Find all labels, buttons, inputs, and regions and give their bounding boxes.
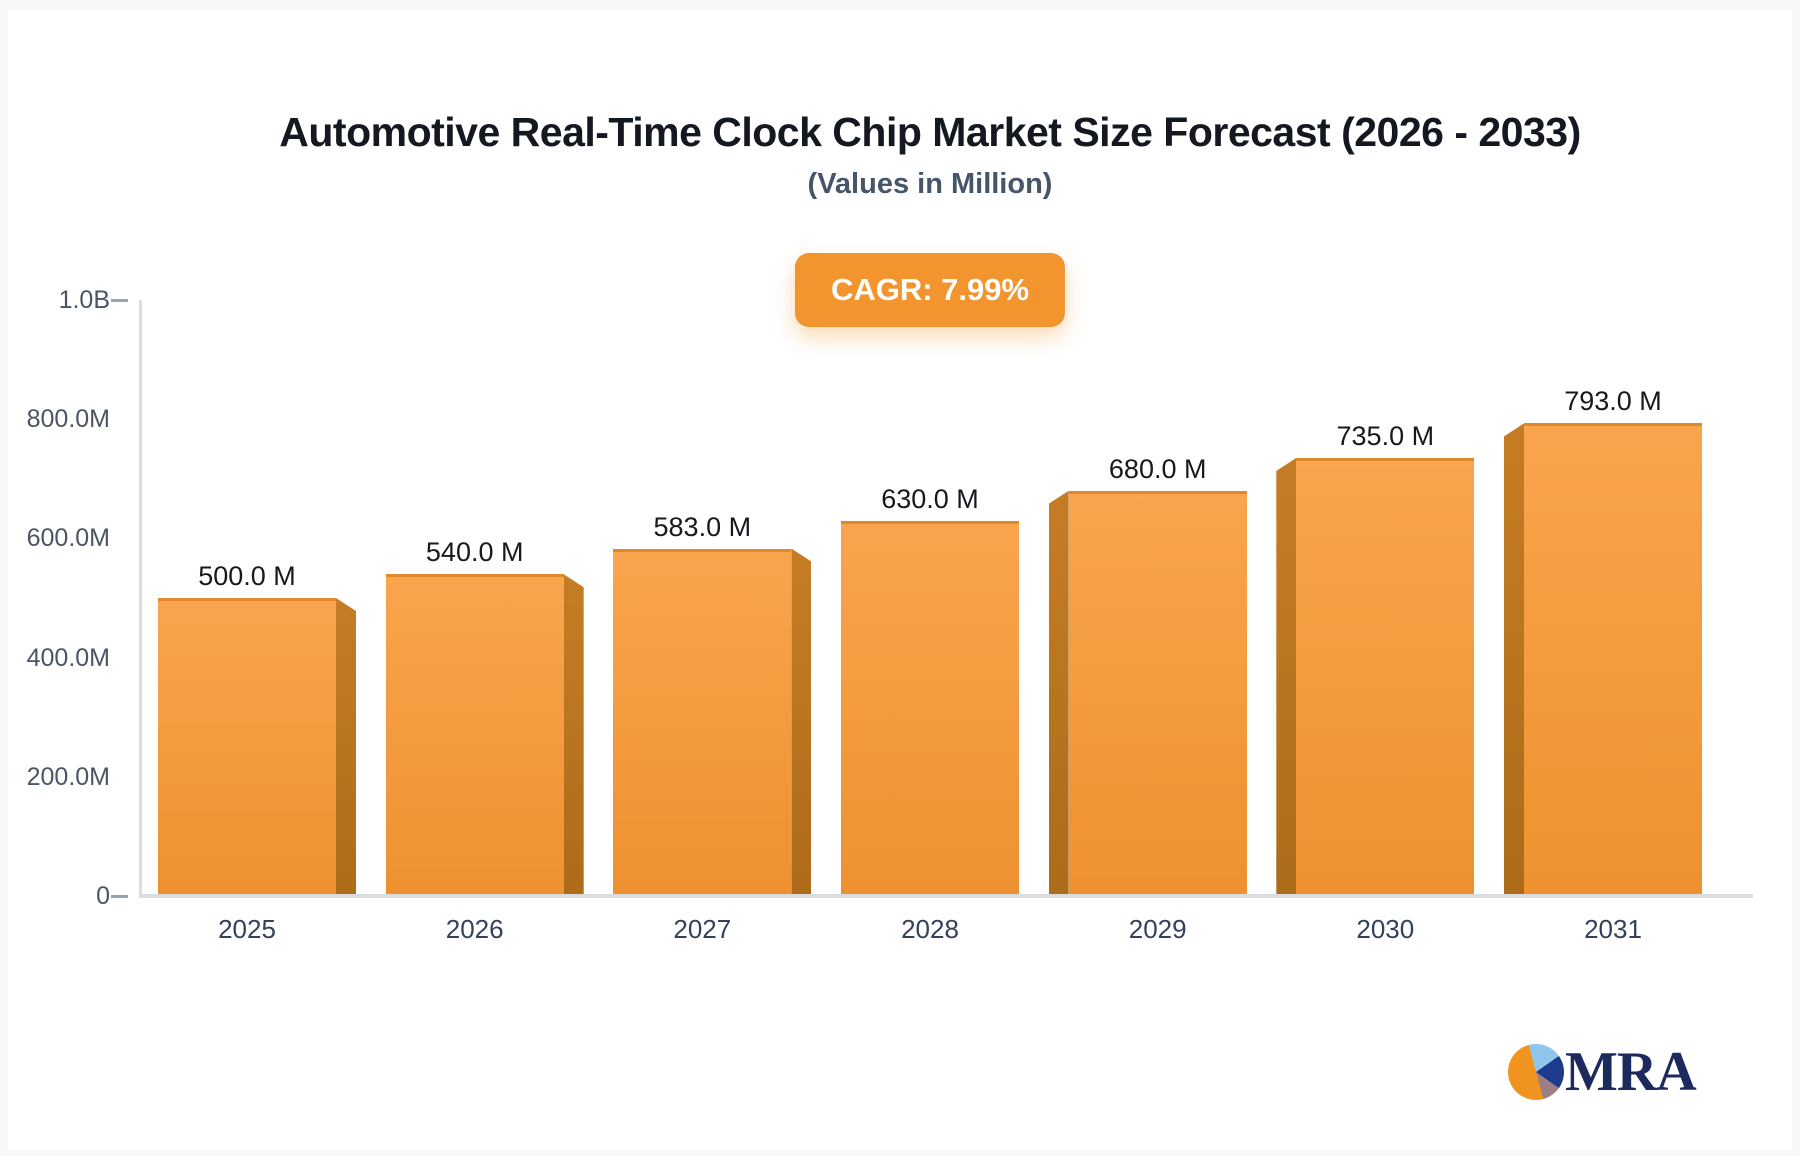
bar-side-face [791, 548, 812, 896]
x-tick-label: 2029 [1128, 914, 1187, 944]
y-tick-label: 400.0M [26, 643, 110, 672]
logo-text: MRA [1565, 1041, 1697, 1103]
pie-chart-icon [1508, 1044, 1564, 1100]
bar-value-label: 793.0 M [1564, 386, 1662, 417]
bar-value-label: 540.0 M [425, 537, 524, 568]
bar-face [1068, 490, 1247, 896]
x-tick-label: 2026 [445, 914, 504, 944]
bar-face [385, 574, 564, 896]
bar-side-face [336, 598, 356, 896]
x-axis-line [139, 894, 1753, 898]
cagr-badge: CAGR: 7.99% [794, 253, 1066, 327]
x-tick-label: 2025 [218, 914, 276, 944]
bar-value-label: 583.0 M [653, 511, 752, 542]
chart-card: Automotive Real-Time Clock Chip Market S… [8, 10, 1792, 1150]
y-tick-label: 600.0M [26, 524, 110, 553]
x-tick-label: 2030 [1356, 914, 1415, 944]
bar-face [841, 520, 1019, 896]
cagr-label: CAGR: 7.99% [830, 272, 1030, 307]
y-tick-label: 800.0M [26, 405, 110, 434]
bar-side-face [1276, 457, 1297, 896]
bar-side-face [1504, 423, 1524, 896]
y-tick-label: 1.0B [58, 286, 110, 314]
bar-value-label: 735.0 M [1336, 420, 1435, 451]
x-tick-label: 2031 [1584, 914, 1642, 944]
bar-value-label: 630.0 M [881, 483, 979, 514]
bar-face [1524, 423, 1702, 896]
bar-chart: 1.0B 800.0M 600.0M 400.0M 200.0M 0 500.0 M 2025… [8, 10, 1800, 1156]
bar-face [613, 548, 792, 896]
bar-value-label: 500.0 M [198, 561, 296, 591]
x-tick-label: 2027 [673, 914, 732, 944]
bar-value-label: 680.0 M [1108, 453, 1207, 484]
y-tick-dash [111, 298, 128, 302]
logo: MRA [1508, 1041, 1697, 1103]
bar-side-face [1048, 490, 1069, 896]
y-tick-label: 200.0M [26, 762, 110, 791]
bar-face [1296, 457, 1475, 896]
y-tick-dash [111, 894, 128, 898]
bar-face [158, 598, 336, 896]
y-tick-label: 0 [96, 882, 110, 910]
bar-side-face [563, 574, 584, 896]
x-tick-label: 2028 [901, 914, 959, 944]
y-axis-line [139, 300, 142, 896]
